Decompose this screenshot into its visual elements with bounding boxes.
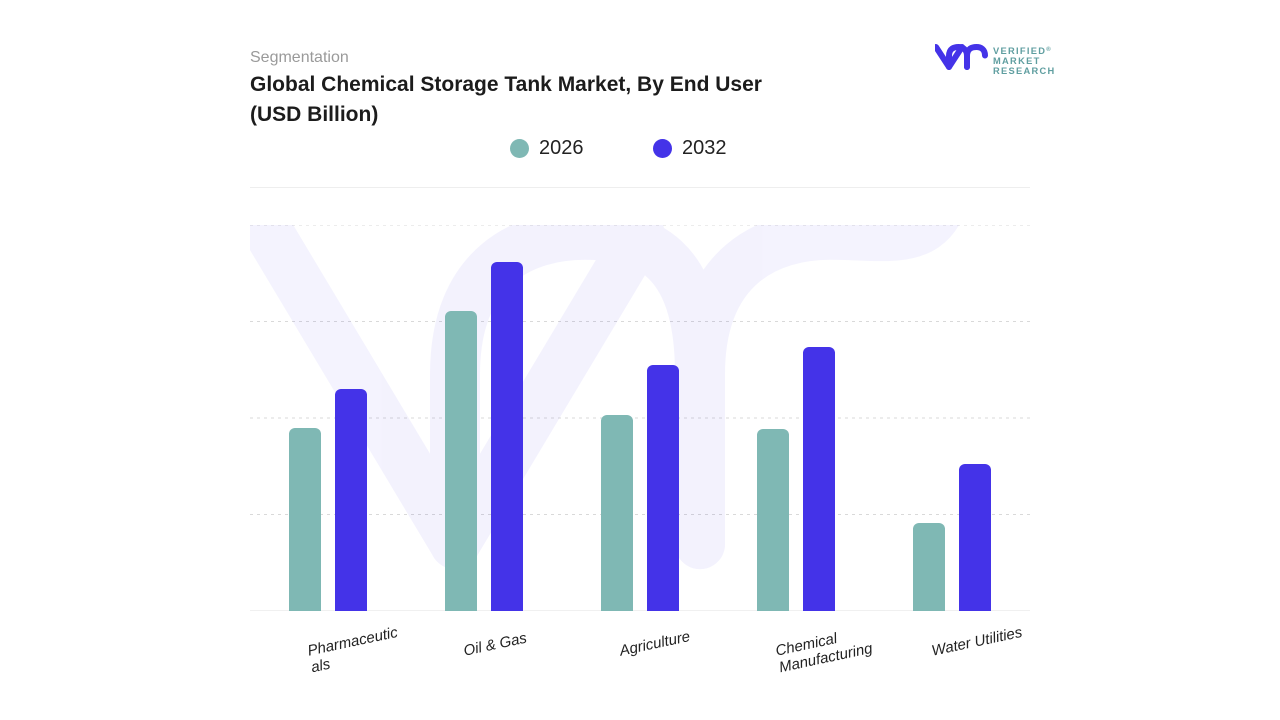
svg-text:RESEARCH: RESEARCH <box>993 66 1056 76</box>
svg-text:VERIFIED®: VERIFIED® <box>993 46 1052 56</box>
svg-text:MARKET: MARKET <box>993 56 1041 66</box>
